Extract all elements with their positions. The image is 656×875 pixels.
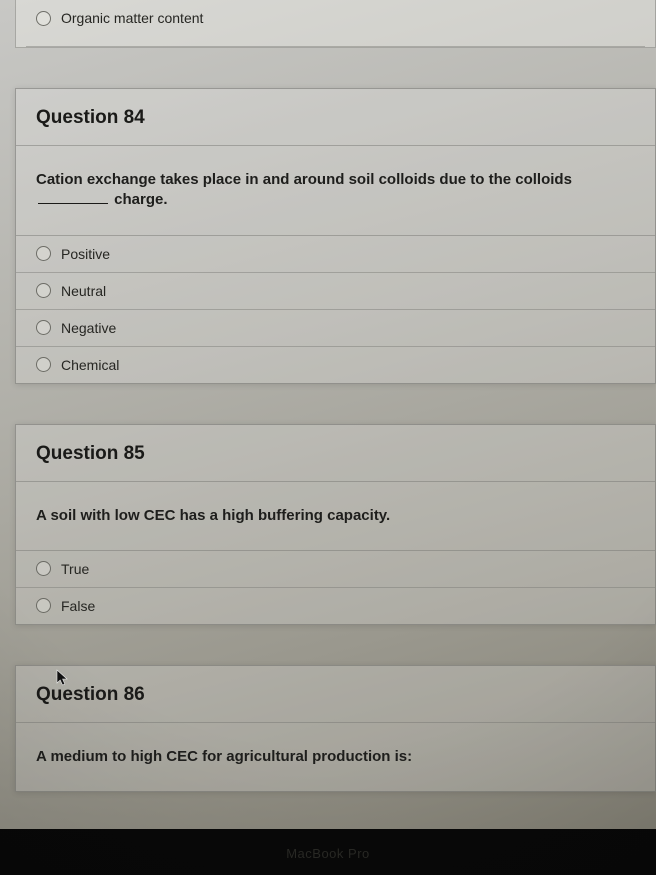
options-list: True False xyxy=(16,550,655,624)
question-prompt: A soil with low CEC has a high buffering… xyxy=(16,482,655,550)
option-label: Neutral xyxy=(61,283,106,299)
fill-blank xyxy=(38,203,108,204)
radio-icon xyxy=(36,320,51,335)
option-positive[interactable]: Positive xyxy=(16,236,655,273)
option-label: Organic matter content xyxy=(61,10,203,26)
question-prompt: A medium to high CEC for agricultural pr… xyxy=(16,723,655,791)
option-label: True xyxy=(61,561,89,577)
option-chemical[interactable]: Chemical xyxy=(16,347,655,383)
radio-icon xyxy=(36,598,51,613)
device-label: MacBook Pro xyxy=(286,846,370,861)
question-84-card: Question 84 Cation exchange takes place … xyxy=(15,88,656,384)
option-false[interactable]: False xyxy=(16,588,655,624)
option-organic-matter[interactable]: Organic matter content xyxy=(16,0,655,40)
option-label: Positive xyxy=(61,246,110,262)
radio-icon xyxy=(36,561,51,576)
question-title: Question 86 xyxy=(16,666,655,723)
options-list: Positive Neutral Negative Chemical xyxy=(16,235,655,383)
radio-icon xyxy=(36,357,51,372)
option-true[interactable]: True xyxy=(16,551,655,588)
question-title: Question 85 xyxy=(16,425,655,482)
prompt-pre: Cation exchange takes place in and aroun… xyxy=(36,171,572,188)
radio-icon xyxy=(36,11,51,26)
question-85-card: Question 85 A soil with low CEC has a hi… xyxy=(15,424,656,625)
question-title: Question 84 xyxy=(16,89,655,146)
radio-icon xyxy=(36,246,51,261)
option-label: Negative xyxy=(61,320,116,336)
option-neutral[interactable]: Neutral xyxy=(16,273,655,310)
divider xyxy=(26,46,645,47)
radio-icon xyxy=(36,283,51,298)
option-label: Chemical xyxy=(61,357,119,373)
previous-question-tail: Organic matter content xyxy=(15,0,656,48)
prompt-post: charge. xyxy=(110,191,168,208)
question-prompt: Cation exchange takes place in and aroun… xyxy=(16,146,655,235)
option-label: False xyxy=(61,598,95,614)
option-negative[interactable]: Negative xyxy=(16,310,655,347)
question-86-card: Question 86 A medium to high CEC for agr… xyxy=(15,665,656,792)
